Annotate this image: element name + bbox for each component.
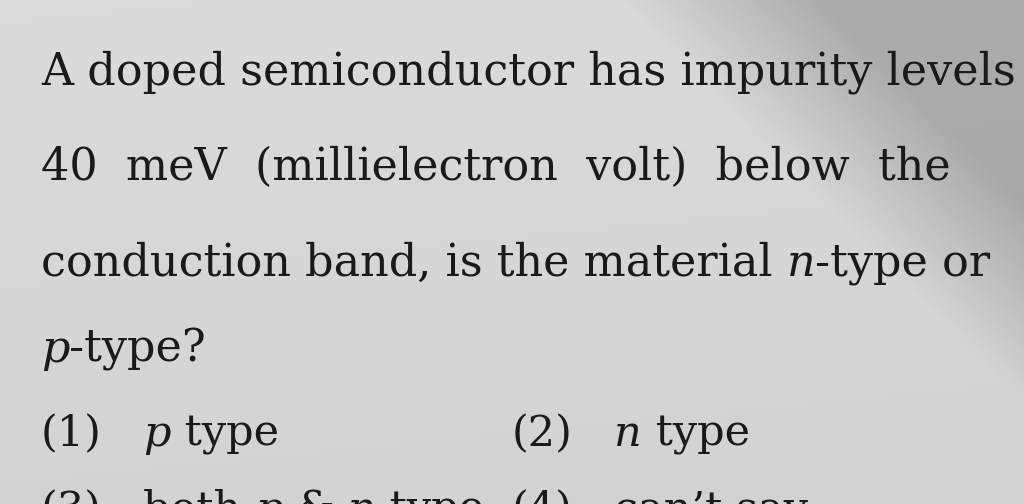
Text: n: n (786, 242, 815, 285)
Text: can’t say: can’t say (614, 489, 808, 504)
Text: &: & (283, 489, 348, 504)
Text: (2): (2) (512, 413, 572, 455)
Text: (4): (4) (512, 489, 572, 504)
Text: p: p (41, 328, 70, 371)
Text: type: type (171, 413, 279, 455)
Text: p: p (255, 489, 283, 504)
Text: (1): (1) (41, 413, 101, 455)
Text: (3): (3) (41, 489, 101, 504)
Text: -type or: -type or (815, 242, 990, 285)
Text: p: p (143, 413, 171, 455)
Text: type: type (642, 413, 751, 455)
Text: n: n (614, 413, 642, 455)
Text: -type?: -type? (70, 328, 206, 371)
Text: n: n (348, 489, 376, 504)
Text: both: both (143, 489, 255, 504)
Text: conduction band, is the material: conduction band, is the material (41, 242, 786, 285)
Text: type: type (376, 489, 484, 504)
Text: A doped semiconductor has impurity levels: A doped semiconductor has impurity level… (41, 50, 1016, 94)
Text: 40  meV  (millielectron  volt)  below  the: 40 meV (millielectron volt) below the (41, 146, 950, 190)
